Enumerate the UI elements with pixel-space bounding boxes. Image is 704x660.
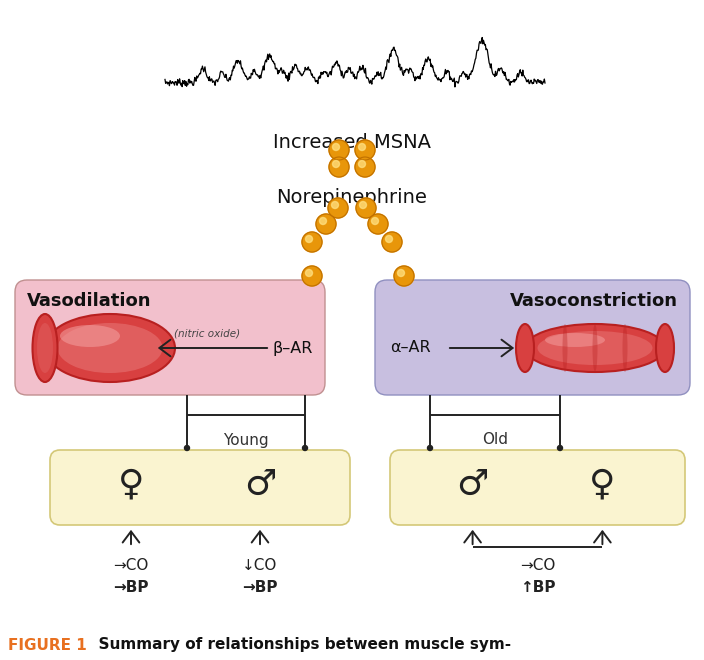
Text: (nitric oxide): (nitric oxide) [175, 328, 241, 338]
Ellipse shape [545, 333, 605, 347]
Circle shape [427, 446, 432, 451]
Circle shape [332, 143, 339, 150]
Text: →CO: →CO [520, 558, 555, 572]
Text: ♀: ♀ [118, 467, 144, 502]
Circle shape [303, 446, 308, 451]
Text: FIGURE 1: FIGURE 1 [8, 638, 87, 653]
Circle shape [398, 269, 405, 277]
Text: →BP: →BP [113, 579, 149, 595]
FancyBboxPatch shape [390, 450, 685, 525]
Text: ↓CO: ↓CO [242, 558, 277, 572]
Circle shape [356, 198, 376, 218]
Ellipse shape [593, 324, 598, 372]
Ellipse shape [516, 324, 534, 372]
Ellipse shape [537, 331, 653, 365]
Circle shape [320, 218, 327, 224]
Text: ♀: ♀ [589, 467, 616, 502]
Circle shape [306, 236, 313, 242]
Text: ♂: ♂ [244, 467, 276, 502]
FancyBboxPatch shape [15, 280, 325, 395]
Text: →BP: →BP [242, 579, 278, 595]
FancyBboxPatch shape [50, 450, 350, 525]
Text: Old: Old [482, 432, 508, 447]
Text: Increased MSNA: Increased MSNA [273, 133, 431, 152]
Text: β–AR: β–AR [273, 341, 313, 356]
Ellipse shape [45, 314, 175, 382]
Circle shape [328, 198, 348, 218]
Circle shape [355, 157, 375, 177]
Ellipse shape [562, 324, 567, 372]
Text: Summary of relationships between muscle sym-: Summary of relationships between muscle … [88, 638, 511, 653]
Circle shape [332, 201, 339, 209]
Ellipse shape [525, 324, 665, 372]
Circle shape [358, 143, 365, 150]
Circle shape [358, 160, 365, 168]
Text: ♂: ♂ [456, 467, 489, 502]
Circle shape [558, 446, 562, 451]
Circle shape [372, 218, 379, 224]
Circle shape [329, 140, 349, 160]
Circle shape [332, 160, 339, 168]
Text: Vasoconstriction: Vasoconstriction [510, 292, 678, 310]
Circle shape [302, 266, 322, 286]
Circle shape [386, 236, 393, 242]
Circle shape [394, 266, 414, 286]
Text: Vasodilation: Vasodilation [27, 292, 151, 310]
Text: Norepinephrine: Norepinephrine [277, 188, 427, 207]
Text: →CO: →CO [113, 558, 149, 572]
Ellipse shape [32, 314, 58, 382]
Circle shape [306, 269, 313, 277]
Ellipse shape [60, 325, 120, 347]
Ellipse shape [622, 324, 627, 372]
Text: Young: Young [223, 432, 269, 447]
Circle shape [329, 157, 349, 177]
Circle shape [316, 214, 336, 234]
Ellipse shape [58, 323, 163, 373]
Circle shape [184, 446, 189, 451]
Ellipse shape [656, 324, 674, 372]
Circle shape [355, 140, 375, 160]
Text: α–AR: α–AR [390, 341, 431, 356]
Circle shape [360, 201, 367, 209]
Ellipse shape [37, 323, 53, 373]
FancyBboxPatch shape [375, 280, 690, 395]
Text: ↑BP: ↑BP [520, 579, 555, 595]
Circle shape [368, 214, 388, 234]
Circle shape [302, 232, 322, 252]
Circle shape [382, 232, 402, 252]
